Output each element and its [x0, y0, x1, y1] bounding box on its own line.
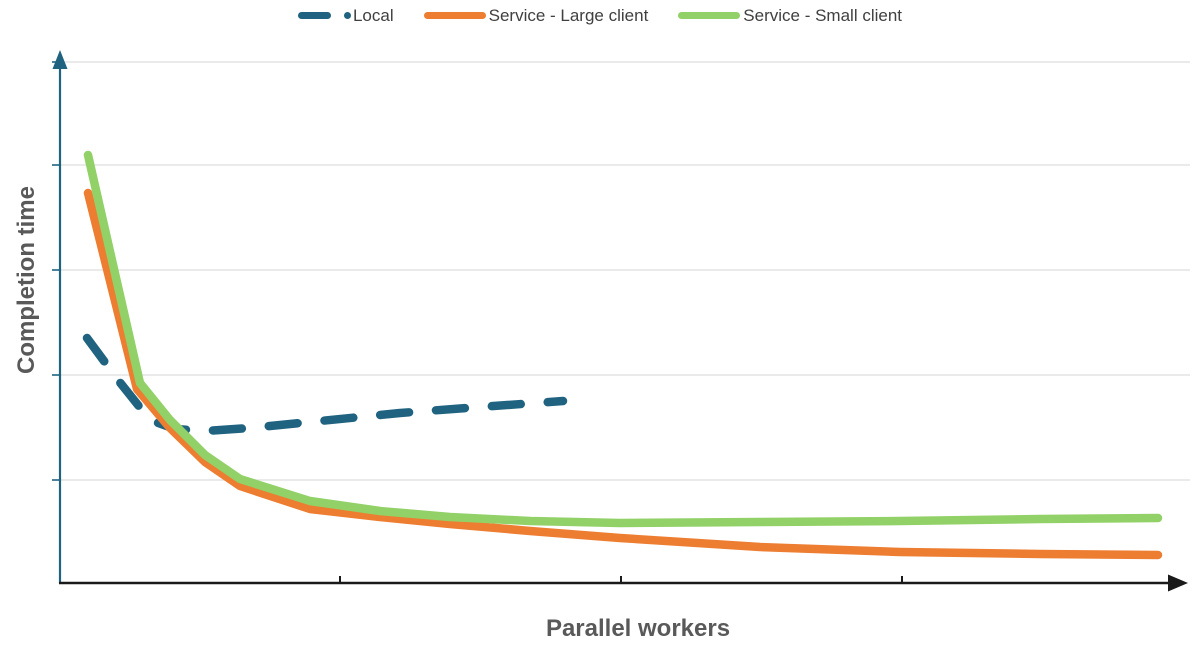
- service-small-line-marker-icon: [678, 12, 741, 19]
- legend-label-service-small: Service - Small client: [743, 6, 903, 25]
- series-service-small-line[interactable]: [83, 150, 1163, 528]
- y-axis-title: Completion time: [13, 185, 40, 375]
- legend-item-service-small[interactable]: Service - Small client: [678, 7, 902, 24]
- x-axis-title: Parallel workers: [545, 615, 731, 642]
- series-local-line[interactable]: [82, 333, 568, 436]
- legend-item-local[interactable]: Local: [297, 6, 394, 25]
- x-axis-arrow-icon: [1168, 574, 1188, 592]
- service-large-line-marker-icon: [423, 12, 486, 19]
- legend: Local Service - Large client Service - S…: [0, 7, 1200, 24]
- legend-label-local: Local: [352, 6, 394, 25]
- legend-label-service-large: Service - Large client: [488, 6, 649, 25]
- local-dash-marker-icon: [297, 12, 331, 19]
- y-axis-arrow-icon: [52, 50, 68, 69]
- local-dot-marker-icon: [343, 12, 351, 19]
- legend-item-service-large[interactable]: Service - Large client: [423, 6, 649, 25]
- series-service-large-line[interactable]: [83, 188, 1163, 560]
